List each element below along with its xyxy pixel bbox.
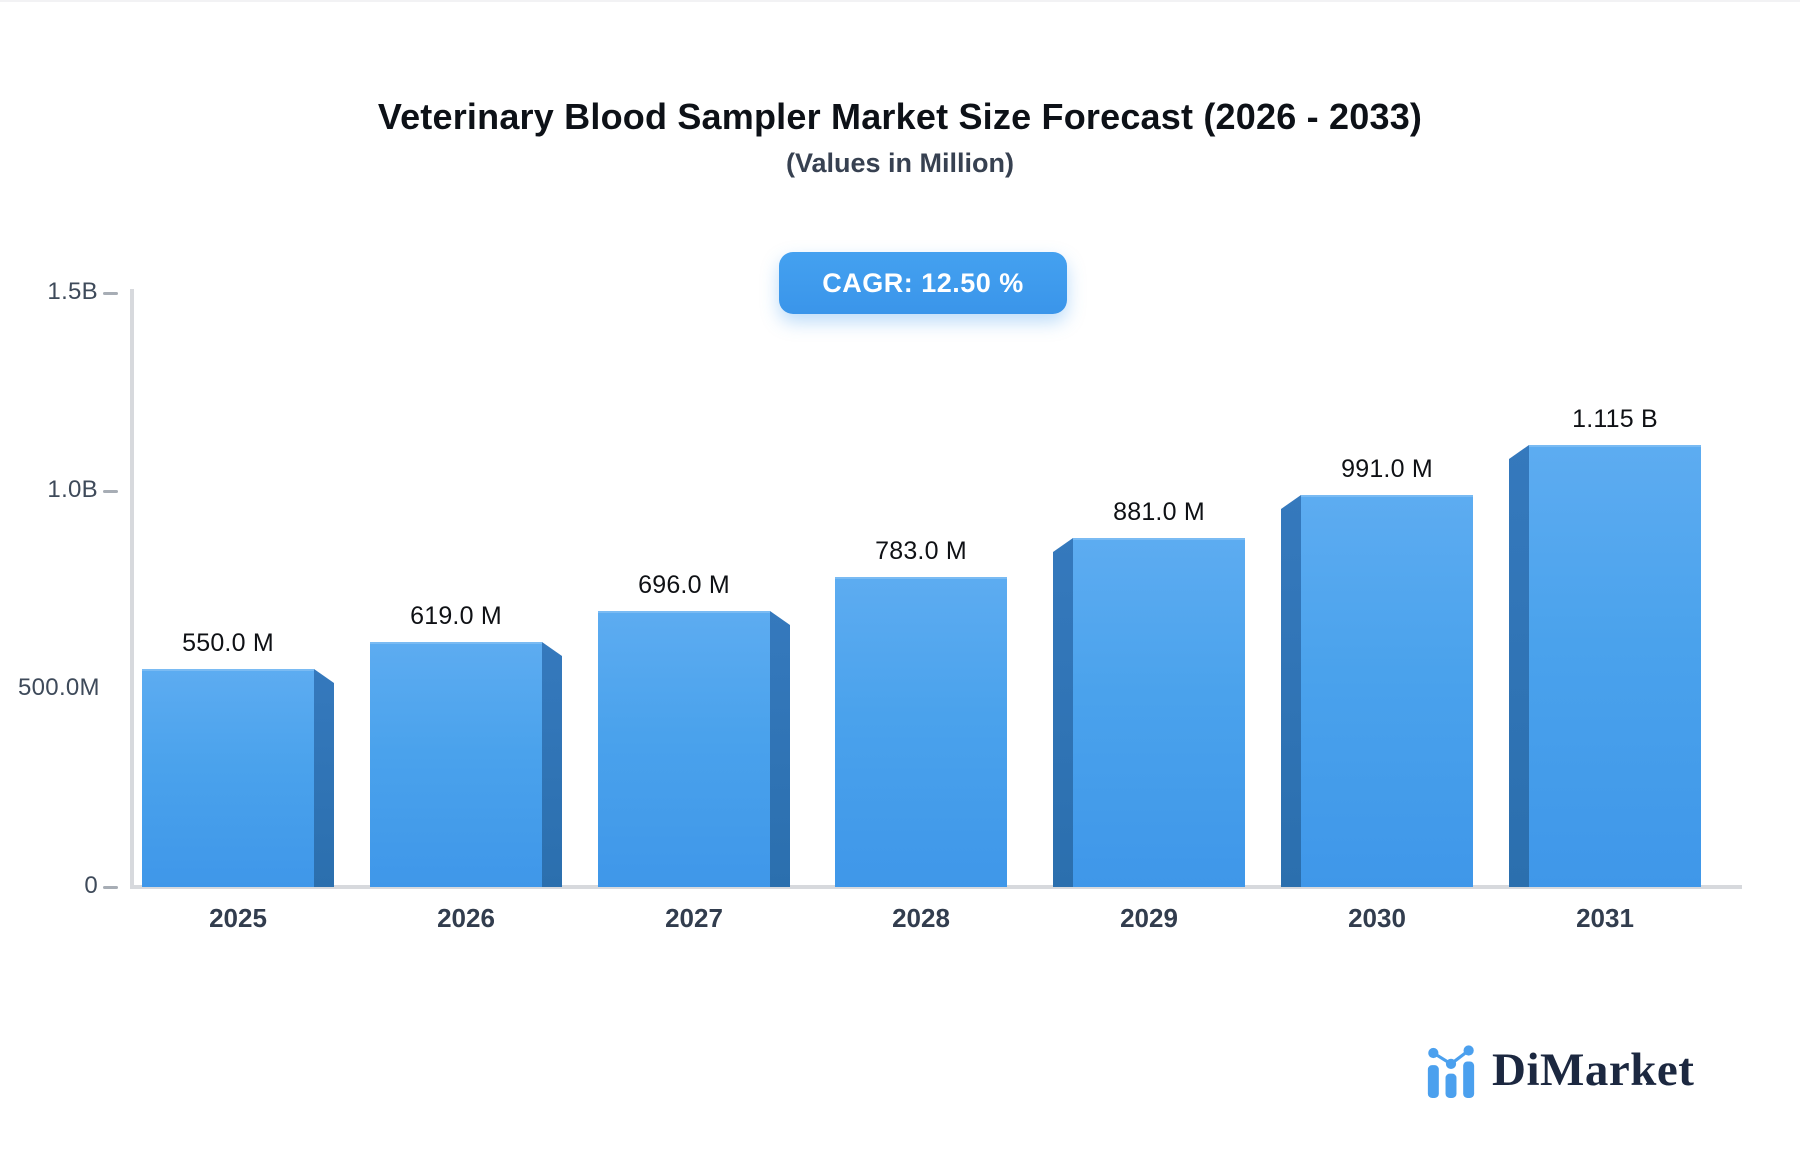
bar xyxy=(835,577,1007,887)
bar-3d-side xyxy=(770,611,790,887)
y-axis-tick-label: 0 xyxy=(84,872,98,899)
bar xyxy=(142,669,314,887)
x-axis-category-label: 2031 xyxy=(1576,903,1634,933)
x-axis-category-label: 2030 xyxy=(1348,903,1406,933)
bar-value-label: 619.0 M xyxy=(410,602,502,630)
dimarket-logo-text: DiMarket xyxy=(1492,1044,1695,1096)
y-axis-line xyxy=(130,289,134,889)
bar xyxy=(1073,538,1245,887)
x-axis-category-label: 2026 xyxy=(437,903,495,933)
bar-3d-side xyxy=(314,669,334,887)
bar-3d-side xyxy=(1053,538,1073,887)
bar-value-label: 696.0 M xyxy=(638,571,730,599)
chart-title: Veterinary Blood Sampler Market Size For… xyxy=(377,96,1423,137)
bar xyxy=(598,611,770,887)
bar-value-label: 783.0 M xyxy=(875,537,967,565)
bar-value-label: 991.0 M xyxy=(1341,455,1433,483)
bar-value-label: 550.0 M xyxy=(182,629,274,657)
dimarket-logo[interactable]: DiMarket xyxy=(1424,1042,1694,1098)
y-axis-tick-label: 1.0B xyxy=(47,476,98,503)
x-axis-category-label: 2029 xyxy=(1120,903,1178,933)
bar-value-label: 1.115 B xyxy=(1572,405,1658,433)
y-axis-tick-label: 500.0M xyxy=(18,674,100,701)
bar-chart-with-trendline-icon xyxy=(1427,1045,1475,1098)
y-axis-tick-mark xyxy=(103,886,118,889)
x-axis-category-label: 2027 xyxy=(665,903,723,933)
x-axis-category-label: 2025 xyxy=(209,903,267,933)
bar-3d-side xyxy=(1509,445,1529,887)
bar xyxy=(1301,495,1473,887)
bar xyxy=(370,642,542,887)
y-axis-tick-mark xyxy=(103,292,118,295)
y-axis-tick-label: 1.5B xyxy=(47,278,98,305)
x-axis-category-label: 2028 xyxy=(892,903,950,933)
bar-value-label: 881.0 M xyxy=(1113,498,1205,526)
bar-3d-side xyxy=(542,642,562,887)
x-axis-line xyxy=(130,885,1742,889)
bar-3d-side xyxy=(1281,495,1301,887)
y-axis-tick-mark xyxy=(103,490,118,493)
cagr-badge: CAGR: 12.50 % xyxy=(779,252,1067,314)
chart-subtitle: (Values in Million) xyxy=(785,148,1015,178)
bar xyxy=(1529,445,1701,887)
